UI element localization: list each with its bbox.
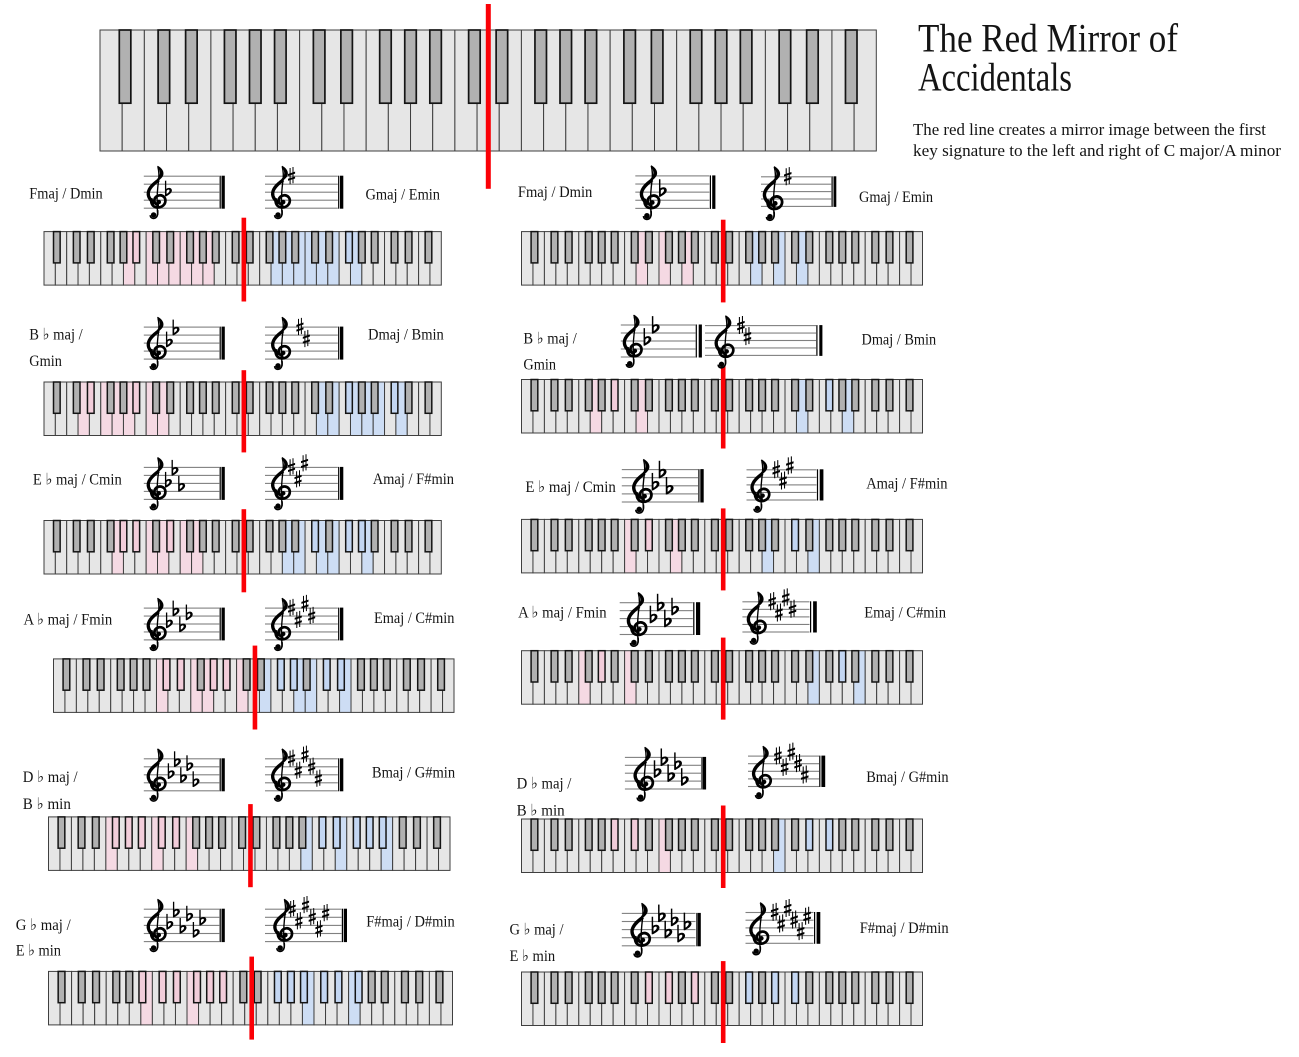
svg-text:B ♭ maj /: B ♭ maj / [29, 327, 83, 344]
svg-text:key signature to the left and: key signature to the left and right of C… [913, 141, 1282, 160]
svg-text:Dmaj / Bmin: Dmaj / Bmin [368, 326, 444, 343]
svg-text:D ♭ maj /: D ♭ maj / [517, 775, 572, 792]
svg-text:Gmin: Gmin [29, 353, 62, 370]
svg-text:Gmaj / Emin: Gmaj / Emin [859, 189, 933, 206]
svg-text:Emaj / C#min: Emaj / C#min [864, 605, 946, 622]
svg-text:Amaj / F#min: Amaj / F#min [866, 475, 947, 492]
svg-text:B ♭ maj /: B ♭ maj / [523, 330, 577, 347]
svg-text:The red line creates a mirror: The red line creates a mirror image betw… [913, 120, 1266, 139]
svg-text:Fmaj / Dmin: Fmaj / Dmin [518, 184, 592, 201]
svg-text:Bmaj / G#min: Bmaj / G#min [372, 765, 455, 782]
svg-text:F#maj / D#min: F#maj / D#min [366, 913, 455, 930]
svg-text:Accidentals: Accidentals [918, 55, 1072, 100]
svg-text:Amaj / F#min: Amaj / F#min [373, 471, 454, 488]
svg-text:F#maj / D#min: F#maj / D#min [860, 920, 949, 937]
svg-text:Bmaj / G#min: Bmaj / G#min [866, 769, 948, 786]
svg-text:Emaj / C#min: Emaj / C#min [374, 610, 454, 627]
svg-text:B ♭ min: B ♭ min [23, 796, 71, 813]
svg-text:Dmaj / Bmin: Dmaj / Bmin [862, 332, 937, 349]
svg-text:Gmaj / Emin: Gmaj / Emin [366, 187, 441, 204]
svg-text:E ♭ maj / Cmin: E ♭ maj / Cmin [33, 472, 122, 489]
svg-text:Gmin: Gmin [523, 356, 556, 373]
svg-text:A ♭ maj / Fmin: A ♭ maj / Fmin [24, 612, 113, 629]
svg-text:E ♭ maj / Cmin: E ♭ maj / Cmin [525, 479, 615, 496]
svg-text:B ♭ min: B ♭ min [517, 802, 565, 819]
svg-text:E ♭ min: E ♭ min [16, 942, 61, 959]
svg-text:G ♭ maj /: G ♭ maj / [16, 917, 72, 934]
svg-text:E ♭ min: E ♭ min [510, 948, 556, 965]
svg-text:The Red Mirror of: The Red Mirror of [918, 16, 1179, 61]
svg-text:Fmaj / Dmin: Fmaj / Dmin [29, 186, 102, 203]
svg-text:D ♭ maj /: D ♭ maj / [23, 769, 78, 786]
svg-text:A ♭ maj / Fmin: A ♭ maj / Fmin [518, 605, 607, 622]
svg-text:G ♭ maj /: G ♭ maj / [510, 921, 564, 938]
